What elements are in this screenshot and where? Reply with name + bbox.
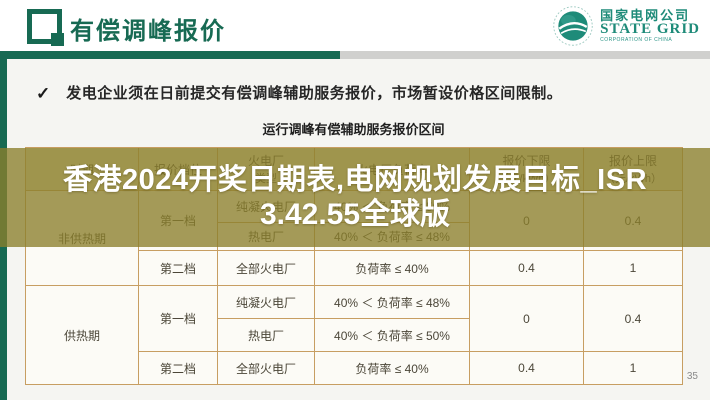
cell-price-min: 0.4: [469, 250, 584, 286]
cell-load: 负荷率 ≤ 40%: [314, 250, 470, 286]
page-number: 35: [686, 371, 698, 382]
logo-sub-name: CORPORATION OF CHINA: [600, 37, 673, 44]
logo-text: 国家电网公司 STATE GRID CORPORATION OF CHINA: [600, 9, 700, 44]
cell-period: 供热期: [25, 285, 139, 385]
logo-cn-name: 国家电网公司: [600, 7, 691, 23]
watermark-line2: 3.42.55全球版: [259, 197, 451, 231]
title-square-icon-fill: [51, 33, 64, 46]
cell-load: 40% ＜ 负荷率 ≤ 50%: [314, 318, 470, 352]
cell-price-max: 0.4: [583, 285, 683, 352]
page-title: 有偿调峰报价: [70, 18, 226, 45]
cell-tier: 第二档: [138, 351, 218, 385]
cell-price-min: 0.4: [469, 351, 584, 385]
state-grid-logo: 国家电网公司 STATE GRID CORPORATION OF CHINA: [551, 4, 700, 48]
cell-price-max: 1: [583, 351, 683, 385]
cell-price-max: 1: [583, 250, 683, 286]
table-row: 第二档 全部火电厂 负荷率 ≤ 40% 0.4 1: [26, 250, 683, 286]
cell-load: 40% ＜ 负荷率 ≤ 48%: [314, 285, 470, 319]
cell-tier: 第一档: [138, 285, 218, 352]
accent-bar-green: [0, 51, 340, 59]
cell-plant: 全部火电厂: [217, 351, 315, 385]
watermark-overlay: 香港2024开奖日期表,电网规划发展目标_ISR 3.42.55全球版: [0, 148, 710, 247]
logo-en-name: STATE GRID: [600, 21, 700, 38]
table-row: 第二档 全部火电厂 负荷率 ≤ 40% 0.4 1: [26, 351, 683, 385]
bullet-text: 发电企业须在日前提交有偿调峰辅助服务报价，市场暂设价格区间限制。: [66, 85, 563, 102]
table-row: 供热期 第一档 纯凝火电厂 40% ＜ 负荷率 ≤ 48% 0 0.4: [25, 285, 683, 385]
accent-bar: [0, 51, 710, 59]
state-grid-globe-icon: [553, 6, 593, 46]
cell-plant: 纯凝火电厂: [217, 285, 315, 319]
cell-plant: 热电厂: [217, 318, 315, 352]
cell-load: 负荷率 ≤ 40%: [314, 351, 470, 385]
title-square-icon: [27, 9, 64, 46]
watermark-line1: 香港2024开奖日期表,电网规划发展目标_ISR: [62, 163, 648, 196]
cell-price-min: 0: [469, 285, 584, 352]
slide-header: 有偿调峰报价 国家电网公司 STATE GRID CORPORATION OF …: [0, 0, 710, 51]
table-title: 运行调峰有偿辅助服务报价区间: [262, 122, 445, 137]
check-icon: ✓: [36, 84, 51, 103]
cell-tier: 第二档: [138, 250, 218, 286]
cell-plant: 全部火电厂: [217, 250, 315, 286]
bullet-line: ✓ 发电企业须在日前提交有偿调峰辅助服务报价，市场暂设价格区间限制。: [36, 84, 696, 104]
